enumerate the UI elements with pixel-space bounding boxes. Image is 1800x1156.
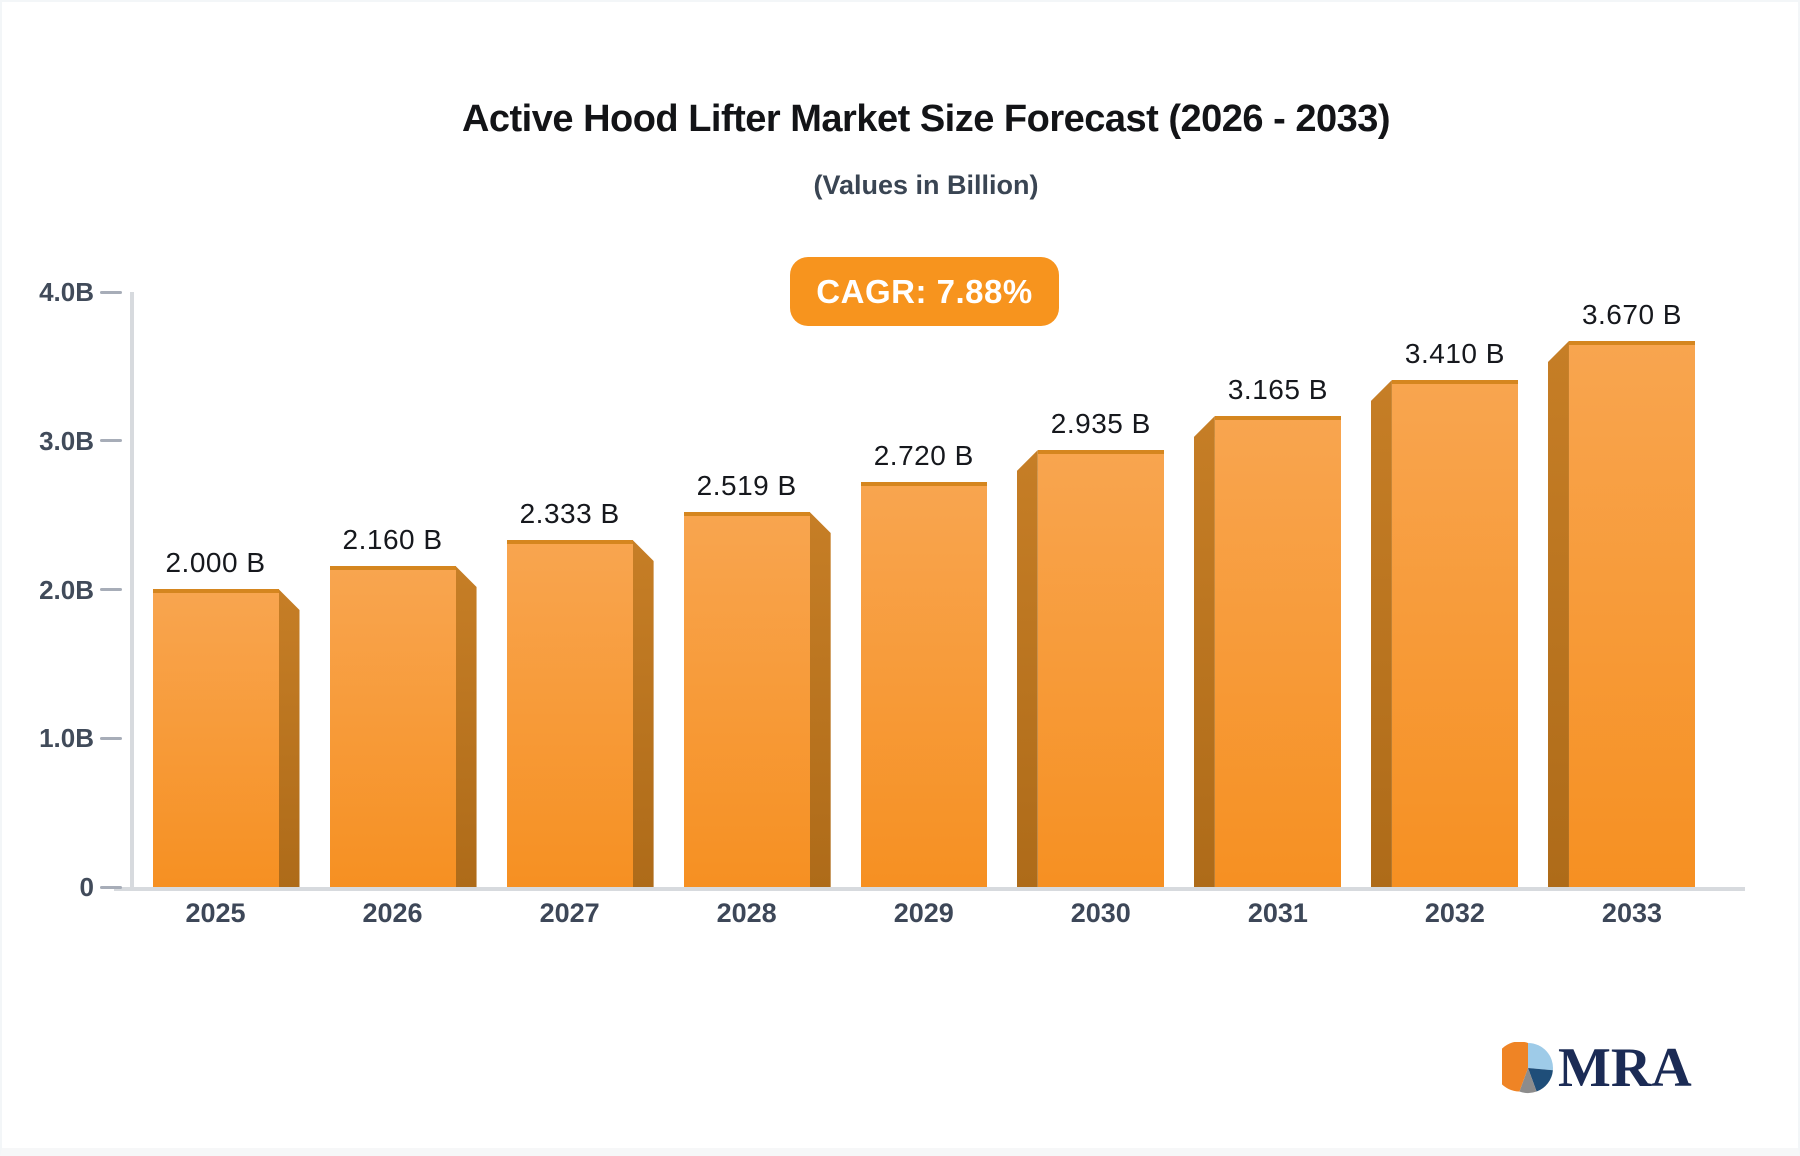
bar-value-label-2030: 2.935 B	[1050, 408, 1151, 439]
y-tick-label: 1.0B	[39, 723, 94, 754]
x-tick-label-2033: 2033	[1601, 898, 1662, 928]
bar-3d-side-2027	[632, 540, 654, 887]
bar-value-label-2032: 3.410 B	[1404, 338, 1505, 369]
bar-value-label-2027: 2.333 B	[519, 498, 620, 529]
x-tick-label-2031: 2031	[1247, 898, 1308, 928]
bar-2025[interactable]	[152, 589, 279, 887]
bar-3d-side-2030	[1016, 450, 1038, 887]
bar-3d-side-2031	[1193, 416, 1215, 887]
bar-2027[interactable]	[506, 540, 633, 887]
bar-value-label-2033: 3.670 B	[1581, 299, 1682, 330]
mra-logo-text: MRA	[1558, 1037, 1692, 1099]
bar-2033[interactable]	[1568, 341, 1695, 887]
bar-3d-side-2025	[278, 589, 300, 887]
chart-title: Active Hood Lifter Market Size Forecast …	[461, 98, 1391, 140]
bar-2032[interactable]	[1391, 380, 1518, 887]
y-tick-mark	[100, 588, 122, 591]
y-tick-mark	[100, 290, 122, 294]
bar-value-label-2025: 2.000 B	[165, 547, 266, 578]
bar-3d-side-2033	[1547, 341, 1569, 887]
bar-value-label-2029: 2.720 B	[873, 440, 974, 471]
bar-value-label-2028: 2.519 B	[696, 470, 797, 501]
y-tick-label: 0	[79, 872, 94, 902]
x-tick-label-2029: 2029	[893, 898, 954, 928]
y-tick-mark	[100, 439, 122, 443]
mra-pie-icon	[1502, 1042, 1553, 1094]
x-axis-baseline	[114, 887, 1745, 891]
chart-subtitle: (Values in Billion)	[813, 170, 1039, 200]
bar-value-label-2031: 3.165 B	[1227, 374, 1328, 405]
bar-value-label-2026: 2.160 B	[342, 524, 443, 555]
y-axis-line	[130, 292, 134, 891]
x-tick-label-2025: 2025	[185, 898, 246, 928]
y-tick-mark	[100, 736, 122, 740]
bar-2030[interactable]	[1037, 450, 1164, 887]
y-tick-label: 3.0B	[39, 425, 94, 456]
brand-logo: MRA	[1502, 1040, 1692, 1096]
x-tick-label-2026: 2026	[362, 898, 423, 928]
bar-2031[interactable]	[1214, 416, 1341, 887]
bar-2029[interactable]	[860, 482, 987, 887]
cagr-badge: CAGR: 7.88%	[790, 257, 1059, 326]
x-tick-label-2027: 2027	[539, 898, 600, 928]
x-tick-label-2032: 2032	[1424, 898, 1485, 928]
y-tick-label: 2.0B	[39, 574, 94, 605]
bar-3d-side-2026	[455, 566, 477, 887]
bar-3d-side-2028	[809, 512, 831, 887]
y-tick-label: 4.0B	[39, 277, 94, 307]
bar-3d-side-2032	[1370, 380, 1392, 887]
bar-2026[interactable]	[329, 566, 456, 887]
x-tick-label-2028: 2028	[716, 898, 777, 928]
y-tick-mark	[100, 885, 122, 889]
bar-2028[interactable]	[683, 512, 810, 887]
x-tick-label-2030: 2030	[1070, 898, 1131, 928]
